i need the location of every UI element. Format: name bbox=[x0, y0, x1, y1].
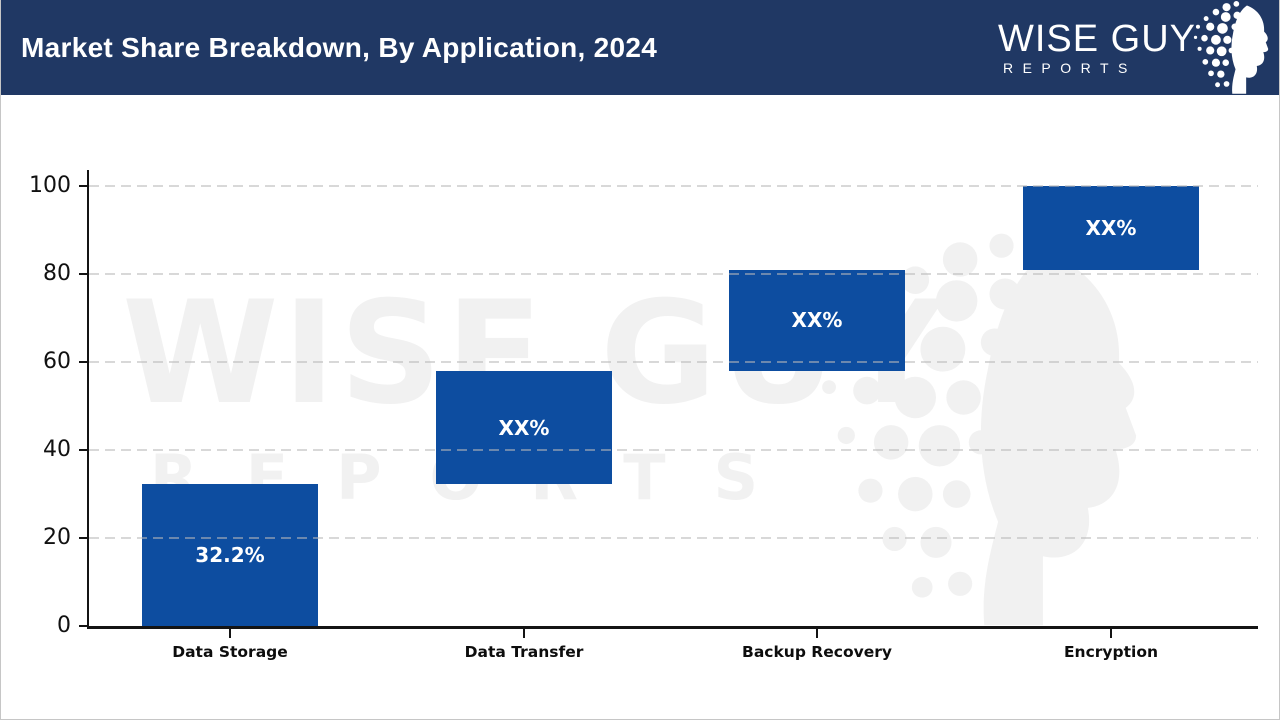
bar-backup-recovery: XX% bbox=[729, 269, 905, 371]
y-tick-mark-20 bbox=[79, 537, 87, 539]
y-tick-label-80: 80 bbox=[43, 261, 71, 286]
logo-wordmark: WISE GUY bbox=[997, 18, 1196, 60]
y-axis-line bbox=[87, 170, 89, 628]
bar-value-label: XX% bbox=[791, 308, 843, 333]
gridline-100 bbox=[89, 185, 1258, 187]
y-tick-label-60: 60 bbox=[43, 349, 71, 374]
y-tick-mark-100 bbox=[79, 185, 87, 187]
y-tick-mark-40 bbox=[79, 449, 87, 451]
bar-data-transfer: XX% bbox=[436, 370, 612, 485]
x-tick-mark-data-storage bbox=[229, 628, 231, 638]
chart-area: WISE GUY REPORTS 32.2%XX%XX%XX%020406080… bbox=[0, 95, 1280, 720]
gridline-20 bbox=[89, 537, 1258, 539]
gridline-80 bbox=[89, 273, 1258, 275]
bar-value-label: 32.2% bbox=[195, 543, 265, 568]
y-tick-mark-80 bbox=[79, 273, 87, 275]
wise-guy-logo: WISE GUY REPORTS bbox=[998, 0, 1270, 97]
header: Market Share Breakdown, By Application, … bbox=[0, 0, 1280, 95]
logo-subtext: REPORTS bbox=[1002, 60, 1137, 76]
x-category-label-data-storage: Data Storage bbox=[172, 643, 288, 661]
y-tick-label-100: 100 bbox=[29, 173, 71, 198]
x-tick-mark-data-transfer bbox=[523, 628, 525, 638]
x-category-label-data-transfer: Data Transfer bbox=[464, 643, 584, 661]
y-tick-label-20: 20 bbox=[43, 525, 71, 550]
y-tick-label-40: 40 bbox=[43, 437, 71, 462]
bar-data-storage: 32.2% bbox=[142, 484, 318, 626]
bar-value-label: XX% bbox=[498, 415, 550, 440]
y-tick-mark-0 bbox=[79, 625, 87, 627]
gridline-60 bbox=[89, 361, 1258, 363]
x-tick-mark-encryption bbox=[1110, 628, 1112, 638]
gridline-40 bbox=[89, 449, 1258, 451]
logo-text: WISE GUY REPORTS bbox=[998, 20, 1196, 75]
bar-value-label: XX% bbox=[1085, 215, 1137, 240]
x-category-label-encryption: Encryption bbox=[1063, 643, 1159, 661]
y-tick-mark-60 bbox=[79, 361, 87, 363]
x-axis-line bbox=[87, 626, 1258, 629]
x-category-label-backup-recovery: Backup Recovery bbox=[742, 643, 892, 661]
head-profile-icon bbox=[1193, 0, 1269, 94]
page-title: Market Share Breakdown, By Application, … bbox=[21, 31, 658, 63]
y-tick-label-0: 0 bbox=[57, 613, 71, 638]
x-tick-mark-backup-recovery bbox=[816, 628, 818, 638]
bar-encryption: XX% bbox=[1023, 186, 1199, 270]
